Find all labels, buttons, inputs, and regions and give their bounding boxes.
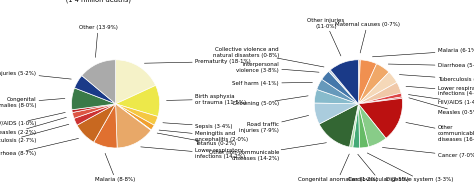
Wedge shape	[314, 103, 358, 124]
Wedge shape	[328, 70, 358, 104]
Wedge shape	[358, 60, 360, 104]
Wedge shape	[314, 89, 358, 104]
Wedge shape	[358, 104, 386, 147]
Text: Prematurity (18·1%): Prematurity (18·1%)	[145, 59, 251, 64]
Text: B  Causes of death in children and adolescents aged 5–19 years
      (1·4 millio: B Causes of death in children and adoles…	[53, 0, 267, 4]
Wedge shape	[74, 76, 116, 104]
Wedge shape	[116, 104, 154, 130]
Text: Diarrhoea (8·7%): Diarrhoea (8·7%)	[0, 138, 79, 156]
Text: HIV/AIDS (1·4%): HIV/AIDS (1·4%)	[409, 95, 474, 105]
Text: Interpersonal
violence (3·8%): Interpersonal violence (3·8%)	[236, 62, 319, 73]
Wedge shape	[72, 88, 116, 110]
Wedge shape	[353, 104, 360, 148]
Wedge shape	[358, 72, 397, 104]
Wedge shape	[358, 97, 402, 104]
Text: Tuberculosis (2·7%): Tuberculosis (2·7%)	[0, 124, 69, 143]
Text: Cancer (7·0%): Cancer (7·0%)	[383, 147, 474, 158]
Text: Diarrhoea (5·4%): Diarrhoea (5·4%)	[388, 63, 474, 68]
Text: Sepsis (3·4%): Sepsis (3·4%)	[163, 123, 232, 129]
Wedge shape	[358, 64, 389, 104]
Text: Other (13·9%): Other (13·9%)	[79, 25, 118, 57]
Text: Malaria (6·1%): Malaria (6·1%)	[373, 48, 474, 57]
Wedge shape	[358, 93, 402, 104]
Wedge shape	[358, 60, 377, 104]
Wedge shape	[116, 60, 155, 104]
Wedge shape	[82, 60, 116, 104]
Wedge shape	[116, 104, 151, 130]
Text: Digestive system (3·3%): Digestive system (3·3%)	[367, 153, 454, 182]
Wedge shape	[72, 104, 116, 113]
Wedge shape	[358, 82, 401, 104]
Wedge shape	[322, 71, 358, 104]
Text: Road traffic
injuries (7·9%): Road traffic injuries (7·9%)	[239, 115, 309, 133]
Text: Maternal causes (0·7%): Maternal causes (0·7%)	[335, 22, 400, 53]
Text: HIV/AIDS (1·0%): HIV/AIDS (1·0%)	[0, 113, 65, 126]
Wedge shape	[358, 104, 369, 148]
Wedge shape	[317, 79, 358, 104]
Text: Other
communicable
diseases (16·3%): Other communicable diseases (16·3%)	[406, 122, 474, 142]
Wedge shape	[319, 104, 358, 147]
Wedge shape	[74, 104, 116, 125]
Text: Birth asphyxia
or trauma (11·5%): Birth asphyxia or trauma (11·5%)	[166, 94, 246, 105]
Text: Tetanus (0·2%): Tetanus (0·2%)	[157, 133, 236, 146]
Wedge shape	[116, 104, 151, 148]
Wedge shape	[94, 104, 117, 148]
Text: Lower respiratory
infections (14·2%): Lower respiratory infections (14·2%)	[141, 147, 245, 159]
Text: Drowning (5·0%): Drowning (5·0%)	[233, 96, 308, 106]
Text: Measles (0·5%): Measles (0·5%)	[409, 98, 474, 115]
Text: Self harm (4·1%): Self harm (4·1%)	[232, 81, 312, 86]
Text: Meningitis and
encephalitis (2·0%): Meningitis and encephalitis (2·0%)	[159, 130, 248, 142]
Text: Lower respiratory
infections (4·2%): Lower respiratory infections (4·2%)	[406, 85, 474, 96]
Wedge shape	[330, 60, 358, 104]
Wedge shape	[116, 85, 160, 117]
Text: Congenital
anomalies (8·0%): Congenital anomalies (8·0%)	[0, 97, 65, 108]
Text: Congenital anomalies (1·2%): Congenital anomalies (1·2%)	[298, 154, 378, 182]
Text: Injuries (5·2%): Injuries (5·2%)	[0, 71, 71, 79]
Text: Other injuries
(11·0%): Other injuries (11·0%)	[308, 18, 345, 56]
Text: Tuberculosis (4·7%): Tuberculosis (4·7%)	[399, 75, 474, 82]
Wedge shape	[73, 104, 116, 118]
Text: Collective violence and
natural disasters (0·8%): Collective violence and natural disaster…	[213, 47, 324, 67]
Wedge shape	[116, 104, 158, 125]
Text: Cardiovascular (2·5%): Cardiovascular (2·5%)	[348, 154, 410, 182]
Wedge shape	[349, 104, 358, 148]
Text: Malaria (8·8%): Malaria (8·8%)	[95, 153, 136, 182]
Wedge shape	[358, 98, 402, 138]
Wedge shape	[77, 104, 116, 142]
Text: Other non-communicable
diseases (14·2%): Other non-communicable diseases (14·2%)	[209, 143, 327, 161]
Text: Measles (2·2%): Measles (2·2%)	[0, 117, 66, 135]
